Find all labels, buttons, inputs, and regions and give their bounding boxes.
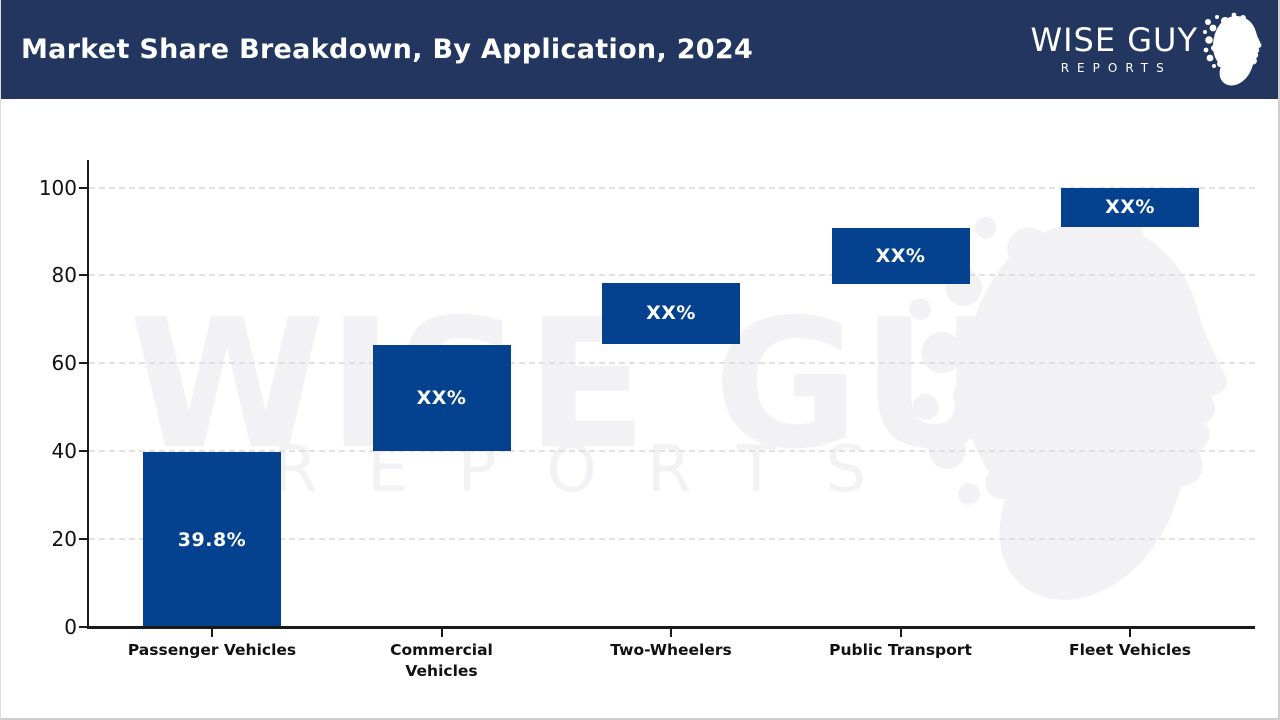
bar-value-label: XX% [875,245,926,268]
logo-head-icon [1203,12,1262,85]
y-tick-0 [79,626,88,628]
y-tick-100 [79,186,88,189]
x-tick [211,629,213,637]
bar-segment: XX% [831,227,970,285]
watermark-subtext: REPORTS [273,433,917,507]
y-tick-label-60: 60 [51,351,77,376]
bar-value-label: 39.8% [177,528,247,551]
y-tick-label-40: 40 [51,439,77,464]
x-category-label: Commercial Vehicles [390,641,493,680]
y-tick-label-0: 0 [64,615,77,639]
x-axis-line [87,626,1255,629]
x-tick [440,629,443,637]
gridline-y40 [89,450,1255,453]
x-category-label: Public Transport [829,641,972,659]
bar-value-label: XX% [1105,196,1155,219]
bar-segment: XX% [1061,187,1199,228]
x-tick [899,629,902,637]
wiseguy-logo: WISE GUY REPORTS [1030,10,1264,90]
logo-wordmark: WISE GUY [1030,21,1198,59]
y-tick-80 [79,274,88,277]
y-axis-line [87,160,89,629]
y-tick-label-100: 100 [38,175,77,200]
y-tick-20 [79,538,88,541]
logo-text: WISE GUY REPORTS [1030,24,1198,75]
x-category-label: Fleet Vehicles [1069,641,1191,659]
logo-subtext: REPORTS [1060,61,1172,75]
x-category-label: Passenger Vehicles [127,641,297,659]
y-tick-40 [79,450,88,453]
chart-title: Market Share Breakdown, By Application, … [21,34,754,65]
bar-segment: XX% [372,344,511,452]
bar-segment: 39.8% [143,452,281,627]
bar-value-label: XX% [416,387,467,409]
gridline-y20 [89,538,1255,541]
y-tick-60 [79,362,88,365]
x-tick [670,629,672,637]
header: Market Share Breakdown, By Application, … [1,0,1278,99]
y-tick-label-80: 80 [51,263,77,288]
y-tick-label-20: 20 [51,527,77,552]
x-category-label: Two-Wheelers [610,641,732,659]
bar-value-label: XX% [646,302,696,325]
gridline-y80 [89,274,1255,277]
gridline-y60 [89,362,1255,365]
gridline-y100 [89,186,1255,189]
bar-segment: XX% [602,283,740,344]
x-tick [1129,629,1131,637]
